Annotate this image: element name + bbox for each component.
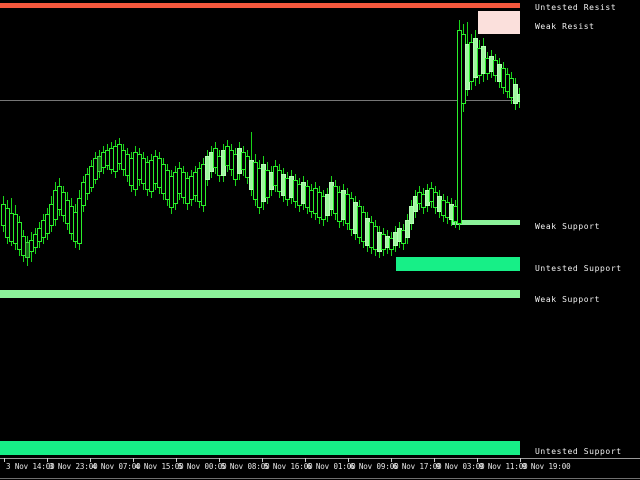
axis-tick-label: 3 Nov 14:00 (6, 462, 55, 471)
zone-legend-panel: Untested Resist Weak Resist Weak Support Un… (520, 0, 640, 458)
zone-untested-support (396, 257, 520, 271)
axis-tick-mark (305, 458, 306, 462)
time-axis: 3 Nov 14:00 3 Nov 23:00 4 Nov 07:00 4 Nov 1… (0, 458, 640, 480)
axis-tick-label: 5 Nov 08:00 (221, 462, 270, 471)
axis-tick-mark (348, 458, 349, 462)
candle-body (405, 220, 410, 238)
axis-tick-mark (4, 458, 5, 462)
zone-weak-support (0, 290, 520, 298)
axis-tick-label: 4 Nov 15:00 (135, 462, 184, 471)
axis-tick-label: 9 Nov 19:00 (522, 462, 571, 471)
price-chart-plot-area[interactable] (0, 0, 520, 458)
axis-top-rule (0, 458, 640, 459)
axis-tick-label: 5 Nov 00:00 (178, 462, 227, 471)
zone-weak-resist (478, 11, 520, 34)
axis-tick-label: 3 Nov 23:00 (49, 462, 98, 471)
candle-body (409, 206, 414, 224)
price-level-line (0, 100, 520, 101)
zone-untested-support (0, 441, 520, 455)
axis-tick-label: 6 Nov 17:00 (393, 462, 442, 471)
zone-label: Untested Resist (535, 3, 617, 12)
axis-tick-mark (219, 458, 220, 462)
candle-body (201, 164, 206, 206)
axis-tick-label: 5 Nov 16:00 (264, 462, 313, 471)
zone-label: Weak Support (535, 222, 600, 231)
axis-tick-label: 6 Nov 09:00 (350, 462, 399, 471)
axis-tick-mark (176, 458, 177, 462)
zone-weak-support (452, 220, 520, 225)
axis-tick-label: 9 Nov 03:00 (436, 462, 485, 471)
candle-body (77, 198, 82, 244)
candle-body (517, 94, 520, 102)
zone-untested-resist (0, 3, 520, 8)
axis-bottom-rule (0, 478, 640, 479)
axis-tick-mark (133, 458, 134, 462)
axis-tick-mark (391, 458, 392, 462)
candle-body (457, 30, 462, 224)
axis-tick-label: 6 Nov 01:00 (307, 462, 356, 471)
axis-tick-mark (434, 458, 435, 462)
zone-label: Untested Support (535, 447, 622, 456)
axis-tick-mark (477, 458, 478, 462)
axis-tick-mark (90, 458, 91, 462)
candle-body (413, 196, 418, 212)
axis-tick-mark (262, 458, 263, 462)
zone-label: Weak Resist (535, 22, 595, 31)
axis-tick-label: 4 Nov 07:00 (92, 462, 141, 471)
axis-tick-mark (520, 458, 521, 462)
zone-label: Untested Support (535, 264, 622, 273)
axis-tick-label: 9 Nov 11:00 (479, 462, 528, 471)
axis-tick-mark (47, 458, 48, 462)
zone-label: Weak Support (535, 295, 600, 304)
candle-body (81, 182, 86, 206)
